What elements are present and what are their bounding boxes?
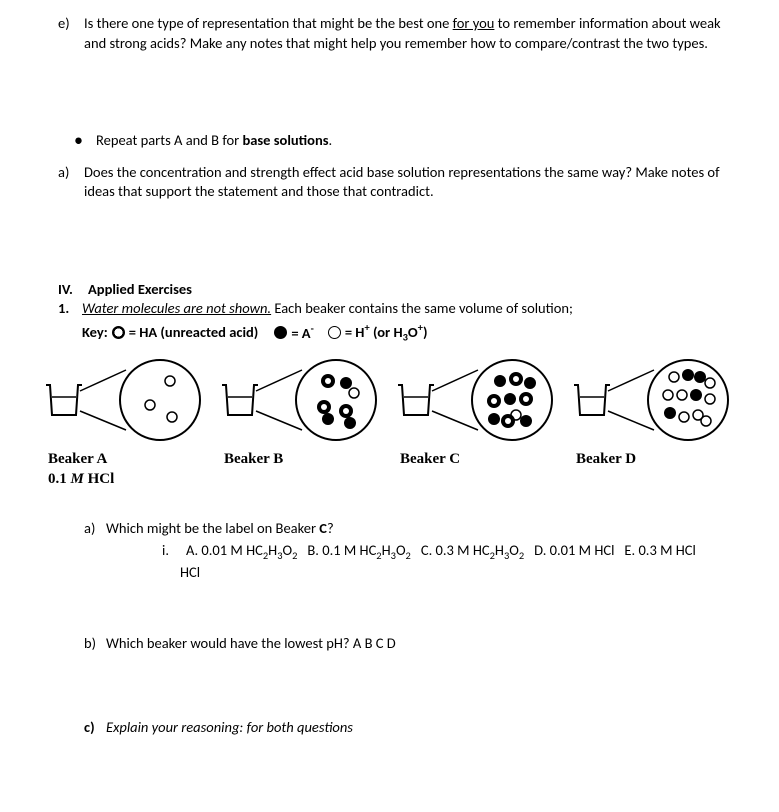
sub-b-text: Which beaker would have the lowest pH? A… <box>106 634 396 654</box>
cc-m2: O <box>509 541 519 559</box>
q-letter-e: e) <box>58 14 84 53</box>
sub-q-c: c) Explain your reasoning: for both ques… <box>84 718 741 738</box>
section-title: Applied Exercises <box>88 280 192 300</box>
roman-i: i. <box>162 541 176 563</box>
choice-d: D. 0.01 M HCl <box>534 541 614 563</box>
choice-a: A. 0.01 M HC2H3O2 <box>186 541 297 563</box>
key-legend: Key: = HA (unreacted acid) = A- = H+ (or… <box>82 321 741 345</box>
sub-a-pre: Which might be the label on Beaker <box>106 519 319 537</box>
ca-s3: 2 <box>292 549 297 562</box>
key-hp-mid: O <box>408 323 418 341</box>
choice-b: B. 0.1 M HC2H3O2 <box>307 541 410 563</box>
h-plus-symbol-icon <box>328 326 341 339</box>
ca-m2: O <box>282 541 292 559</box>
cb-m: H <box>382 541 391 559</box>
key-aminus: = A- <box>291 322 314 343</box>
sub-q-b: b) Which beaker would have the lowest pH… <box>84 634 741 654</box>
sub-c-letter: c) <box>84 718 106 738</box>
q-text-e: Is there one type of representation that… <box>84 14 741 53</box>
cb-s3: 2 <box>406 549 411 562</box>
ca-m: H <box>268 541 277 559</box>
key-aminus-pre: = A <box>291 324 310 342</box>
beaker-b-label: Beaker B <box>224 449 283 469</box>
q-letter-a: a) <box>58 163 84 202</box>
choice-e-cont: HCl <box>180 563 741 583</box>
cc-m: H <box>495 541 504 559</box>
sub-a-after: ? <box>327 519 334 537</box>
beaker-b-graphic <box>218 355 388 445</box>
item-1-num: 1. <box>58 299 82 319</box>
key-hplus: = H+ (or H3O+) <box>345 321 428 345</box>
sub-q-a: a) Which might be the label on Beaker C? <box>84 519 741 539</box>
worksheet-page: e) Is there one type of representation t… <box>0 0 779 747</box>
sub-a-text: Which might be the label on Beaker C? <box>106 519 334 539</box>
bullet-before: Repeat parts A and B for <box>96 131 242 149</box>
question-a-top: a) Does the concentration and strength e… <box>58 163 741 202</box>
sub-a-bold: C <box>319 519 327 537</box>
qe-underlined: for you <box>453 14 495 32</box>
beaker-c-graphic <box>394 355 564 445</box>
ca-pre: A. 0.01 M HC <box>186 541 263 559</box>
beaker-b-unit: Beaker B <box>218 355 388 490</box>
question-e: e) Is there one type of representation t… <box>58 14 741 53</box>
beaker-d-svg <box>570 355 740 445</box>
cc-s3: 2 <box>519 549 524 562</box>
beaker-a-unit: Beaker A 0.1 M HCl <box>42 355 212 490</box>
bullet-text: Repeat parts A and B for base solutions. <box>96 131 332 151</box>
q-text-a: Does the concentration and strength effe… <box>84 163 741 202</box>
sub-questions: a) Which might be the label on Beaker C?… <box>84 519 741 737</box>
key-hp-close: ) <box>423 323 428 341</box>
beaker-c-svg <box>394 355 564 445</box>
key-aminus-sup: - <box>311 322 314 335</box>
beaker-c-label: Beaker C <box>400 449 460 469</box>
item1-underlined: Water molecules are not shown. <box>82 299 271 317</box>
key-label: Key: <box>82 323 108 343</box>
cb-m2: O <box>396 541 406 559</box>
section-roman: IV. <box>58 280 88 300</box>
bullet-after: . <box>329 131 333 149</box>
beaker-b-svg <box>218 355 388 445</box>
item-1: 1. Water molecules are not shown. Each b… <box>58 299 741 319</box>
beaker-d-label: Beaker D <box>576 449 636 469</box>
beaker-a-svg <box>42 355 212 445</box>
beaker-a-graphic <box>42 355 212 445</box>
bullet-bold: base solutions <box>242 131 328 149</box>
a-minus-symbol-icon <box>274 326 287 339</box>
key-h-pre: = H <box>345 323 365 341</box>
section-header: IV. Applied Exercises <box>58 280 741 300</box>
sub-a-choices: i. A. 0.01 M HC2H3O2 B. 0.1 M HC2H3O2 C.… <box>162 541 741 563</box>
beaker-a-conc: 0.1 M HCl <box>48 469 114 489</box>
cb-pre: B. 0.1 M HC <box>307 541 376 559</box>
sub-b-letter: b) <box>84 634 106 654</box>
beaker-d-graphic <box>570 355 740 445</box>
beakers-row: Beaker A 0.1 M HCl Beaker B Beaker C Bea… <box>42 355 741 490</box>
choice-e: E. 0.3 M HCl <box>624 541 695 563</box>
key-hp-pre: (or H <box>370 323 403 341</box>
ha-symbol-icon <box>112 326 125 339</box>
cc-pre: C. 0.3 M HC <box>421 541 490 559</box>
bullet-dot-icon: • <box>74 131 96 151</box>
sub-c-text: Explain your reasoning: for both questio… <box>106 718 353 738</box>
qe-before: Is there one type of representation that… <box>84 14 453 32</box>
item-1-text: Water molecules are not shown. Each beak… <box>82 299 573 319</box>
item1-rest: Each beaker contains the same volume of … <box>271 299 573 317</box>
sub-a-letter: a) <box>84 519 106 539</box>
key-ha: = HA (unreacted acid) <box>129 323 259 343</box>
beaker-a-label: Beaker A <box>48 449 107 469</box>
bullet-repeat: • Repeat parts A and B for base solution… <box>74 131 741 151</box>
beaker-d-unit: Beaker D <box>570 355 740 490</box>
beaker-c-unit: Beaker C <box>394 355 564 490</box>
choice-c: C. 0.3 M HC2H3O2 <box>421 541 524 563</box>
